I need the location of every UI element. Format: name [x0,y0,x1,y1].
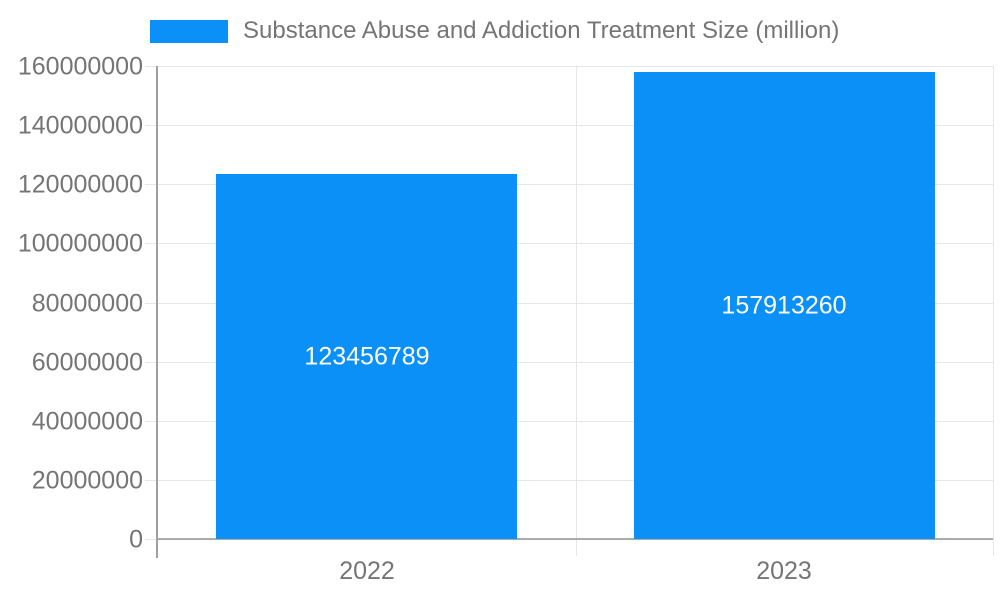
x-tick-label: 2023 [756,557,812,585]
y-tick-label: 120000000 [17,170,143,199]
gridline [145,184,993,185]
y-tick-label: 140000000 [17,111,143,140]
y-tick-label: 100000000 [17,229,143,258]
y-tick-label: 40000000 [31,407,143,436]
bar-2022[interactable] [216,174,517,539]
y-tick-label: 160000000 [17,52,143,81]
legend-label: Substance Abuse and Addiction Treatment … [243,17,840,44]
y-tick-label: 20000000 [31,466,143,495]
bar-value-label: 123456789 [304,342,430,371]
gridline [145,362,993,363]
gridline [145,303,993,304]
gridline [145,66,993,67]
x-axis-baseline [156,538,993,540]
category-divider [576,66,577,556]
y-tick-label: 0 [129,525,143,554]
gridline [145,421,993,422]
plot-right-border [993,66,994,556]
y-tick-label: 80000000 [31,289,143,318]
gridline [145,243,993,244]
y-axis-line [156,66,158,558]
legend-swatch [150,20,228,43]
y-tick-label: 60000000 [31,348,143,377]
gridline [145,125,993,126]
x-tick-label: 2022 [339,557,395,585]
bar-value-label: 157913260 [721,291,847,320]
bar-2023[interactable] [634,72,935,539]
gridline [145,480,993,481]
